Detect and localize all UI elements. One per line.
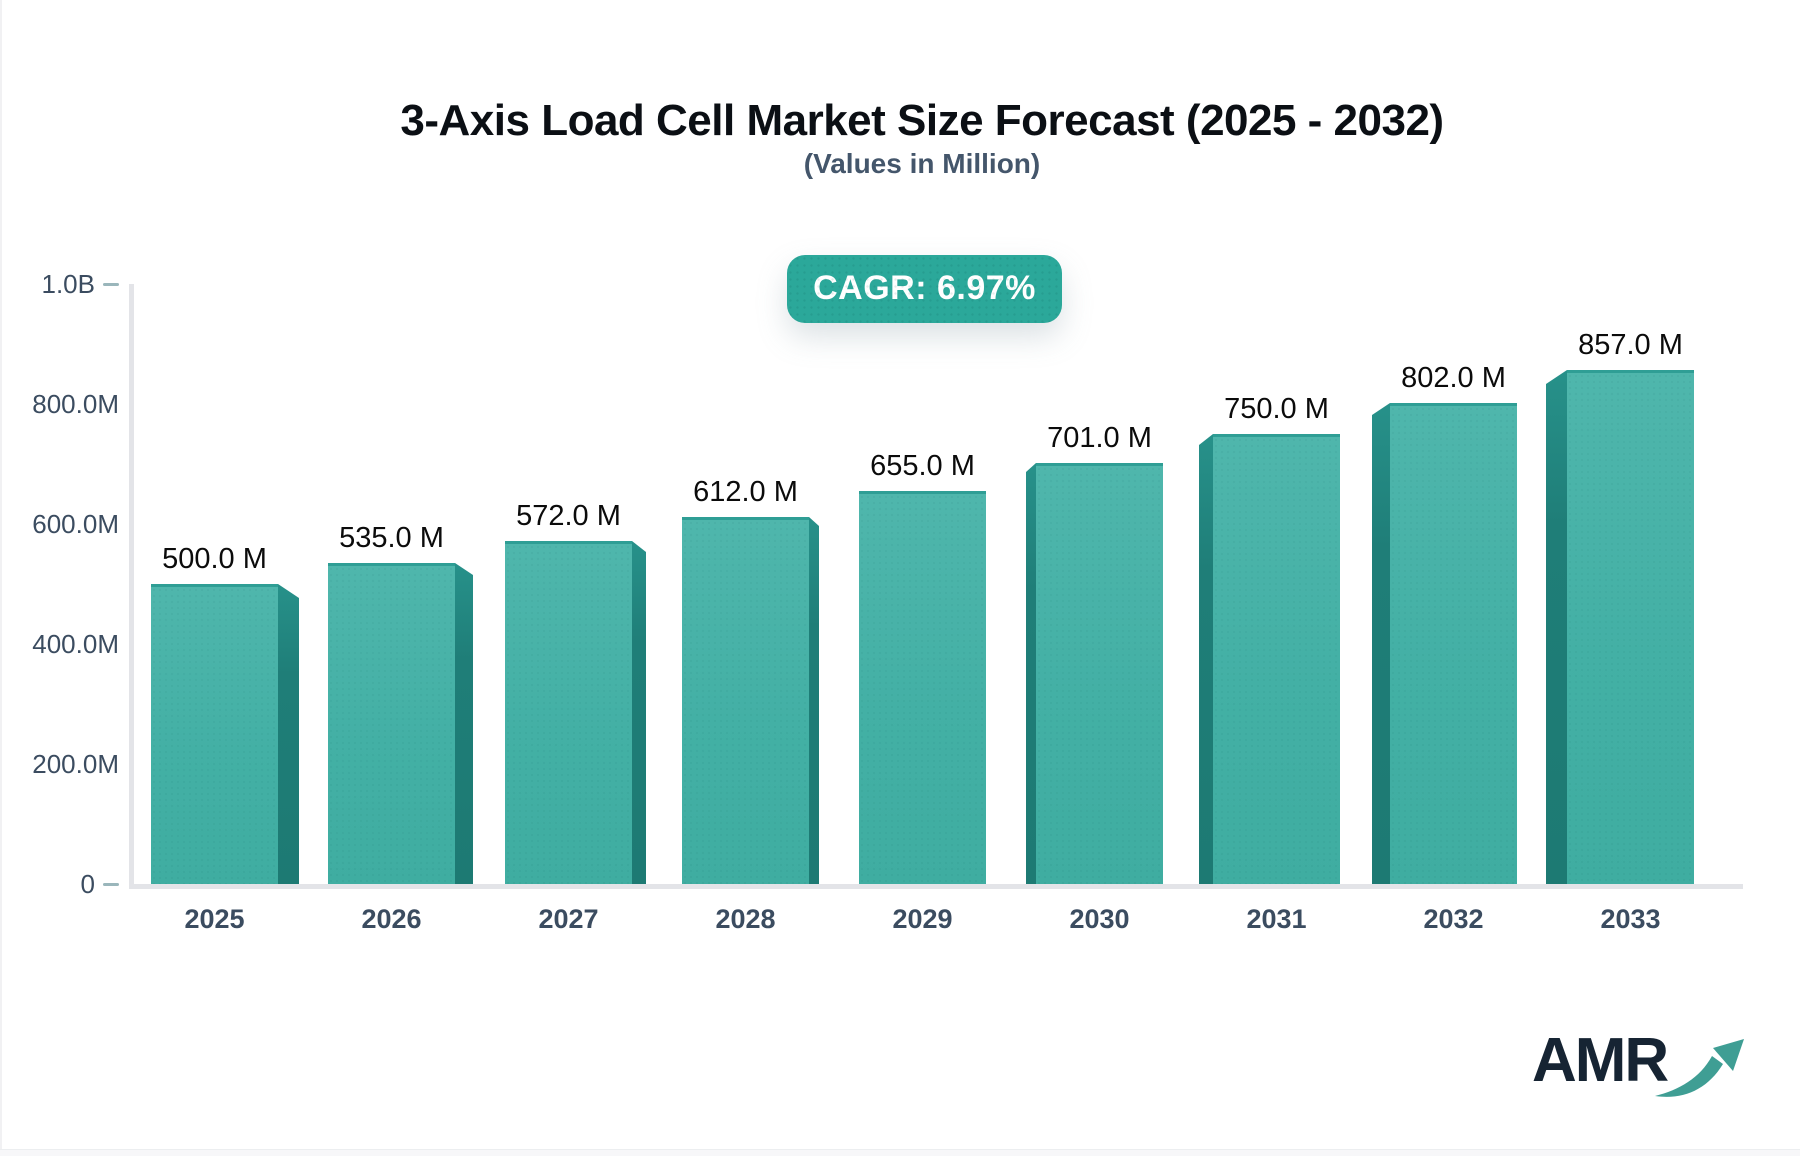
bar-side-shadow xyxy=(1199,434,1213,884)
chart-subtitle: (Values in Million) xyxy=(803,148,1041,179)
bar-value-label: 655.0 M xyxy=(870,450,975,482)
bar-front xyxy=(859,491,986,884)
bar-side-shadow xyxy=(1026,463,1036,884)
x-axis-label: 2030 xyxy=(1069,904,1130,934)
bar-side-shadow xyxy=(278,584,299,884)
y-axis-tick-dash xyxy=(103,282,119,286)
bar-value-label: 857.0 M xyxy=(1578,329,1683,361)
y-axis-tick-label: 400.0M xyxy=(32,628,119,659)
x-axis-label: 2032 xyxy=(1423,904,1484,934)
y-axis-tick: 600.0M xyxy=(0,508,136,539)
x-axis-line xyxy=(129,884,1743,889)
y-axis-tick-label: 0 xyxy=(80,868,95,899)
y-axis-tick-label: 800.0M xyxy=(32,388,119,419)
x-axis-label: 2031 xyxy=(1246,904,1307,934)
bar-side-shadow xyxy=(455,563,473,884)
bar-front xyxy=(1390,403,1517,884)
bar-side-shadow xyxy=(632,541,646,884)
x-axis-label: 2025 xyxy=(184,904,245,934)
bar-value-label: 500.0 M xyxy=(162,543,267,575)
bar-front xyxy=(328,563,455,884)
bar-front xyxy=(1213,434,1340,884)
growth-arrow-icon xyxy=(1655,1039,1745,1097)
bar-front xyxy=(1036,463,1163,884)
cagr-badge: CAGR: 6.97% xyxy=(787,255,1062,323)
x-axis-label: 2029 xyxy=(892,904,953,934)
y-axis-tick-dash xyxy=(103,882,119,886)
y-axis-tick: 1.0B xyxy=(0,268,119,299)
y-axis-line xyxy=(129,284,134,889)
x-axis-label: 2033 xyxy=(1600,904,1661,934)
bar-front xyxy=(682,517,809,884)
x-axis-label: 2026 xyxy=(361,904,422,934)
y-axis-tick-label: 600.0M xyxy=(32,508,119,539)
y-axis-tick: 200.0M xyxy=(0,748,136,779)
bar-value-label: 612.0 M xyxy=(693,476,798,508)
bar-side-shadow xyxy=(1546,370,1567,884)
bar-value-label: 701.0 M xyxy=(1047,422,1152,454)
bar-side-shadow xyxy=(1372,403,1390,884)
amr-logo: AMR xyxy=(1532,1030,1745,1102)
chart-title: 3-Axis Load Cell Market Size Forecast (2… xyxy=(400,96,1444,145)
bar-value-label: 535.0 M xyxy=(339,522,444,554)
x-axis-label: 2028 xyxy=(715,904,776,934)
x-axis-label: 2027 xyxy=(538,904,599,934)
bar-value-label: 802.0 M xyxy=(1401,362,1506,394)
y-axis-tick: 0 xyxy=(0,868,119,899)
bar-front xyxy=(505,541,632,884)
y-axis-tick: 400.0M xyxy=(0,628,136,659)
y-axis-tick-label: 200.0M xyxy=(32,748,119,779)
bar-value-label: 572.0 M xyxy=(516,500,621,532)
bar-front xyxy=(151,584,278,884)
bar-value-label: 750.0 M xyxy=(1224,393,1329,425)
amr-logo-text: AMR xyxy=(1532,1026,1669,1095)
page-border-bottom xyxy=(0,1149,1800,1156)
y-axis-tick-label: 1.0B xyxy=(41,268,96,299)
page-border-left xyxy=(0,0,2,1156)
bar-side-shadow xyxy=(809,517,819,884)
bar-front xyxy=(1567,370,1694,884)
y-axis-tick: 800.0M xyxy=(0,388,136,419)
